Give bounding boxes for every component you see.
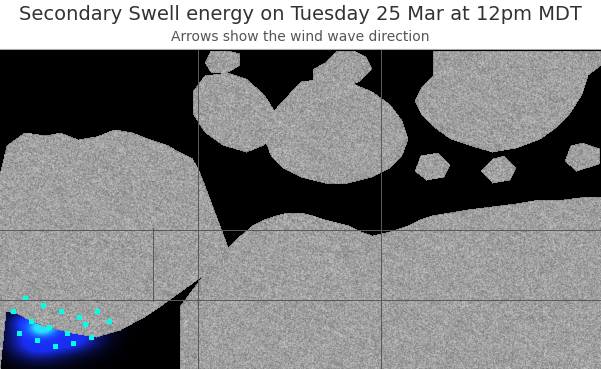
Text: Arrows show the wind wave direction: Arrows show the wind wave direction xyxy=(171,30,430,44)
Text: Secondary Swell energy on Tuesday 25 Mar at 12pm MDT: Secondary Swell energy on Tuesday 25 Mar… xyxy=(19,4,582,24)
